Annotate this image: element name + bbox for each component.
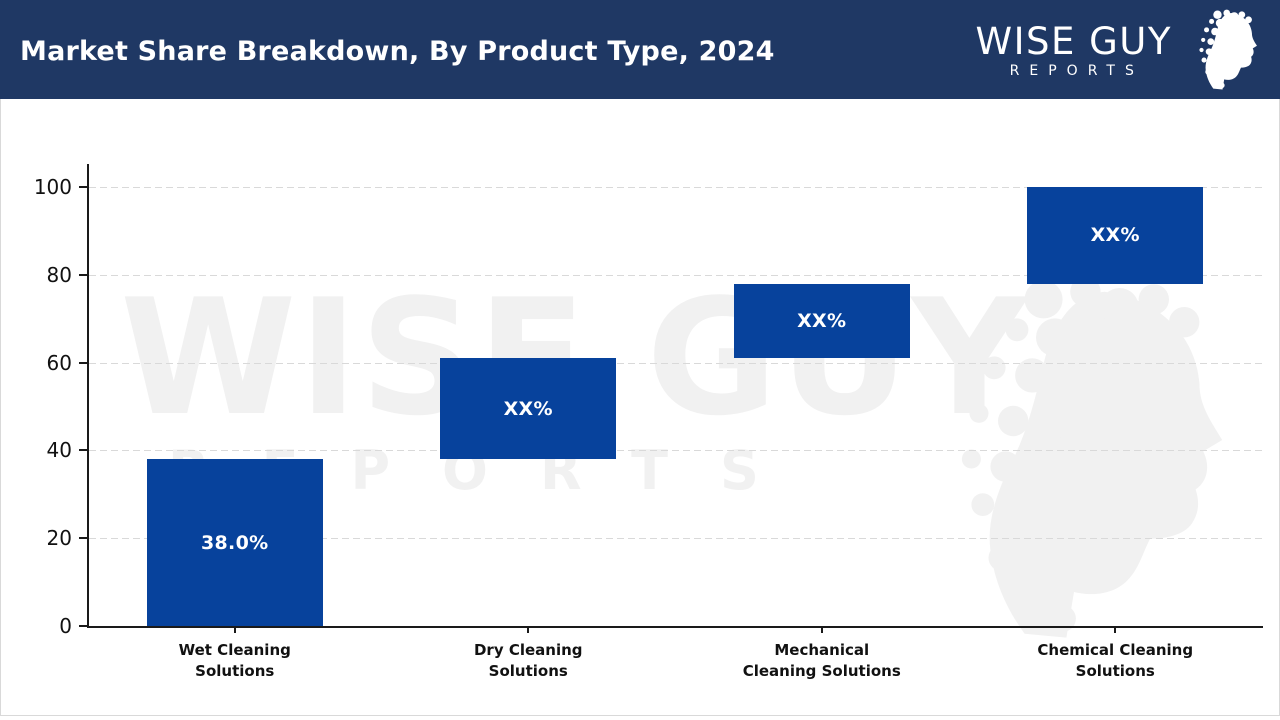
gridline [89, 274, 1262, 276]
y-tick-label: 0 [59, 614, 72, 638]
page-bottom-border [0, 715, 1280, 716]
x-tick-mark [820, 628, 823, 633]
x-category-label: Wet Cleaning Solutions [178, 641, 291, 680]
y-tick-label: 20 [46, 526, 72, 551]
y-tick-mark [79, 537, 87, 540]
chart-title: Market Share Breakdown, By Product Type,… [20, 36, 775, 67]
gridline [89, 450, 1262, 452]
head-silhouette-logo-icon [1199, 9, 1257, 90]
x-axis-spine [87, 626, 1263, 628]
bar-segment: XX% [1027, 187, 1204, 284]
y-tick-mark [79, 273, 87, 276]
y-tick-label: 100 [33, 175, 72, 199]
bar-value-label: XX% [1090, 224, 1140, 247]
y-tick-label: 80 [46, 262, 72, 287]
y-axis-spine [87, 164, 89, 628]
x-tick-mark [1114, 628, 1117, 633]
x-category-label: Chemical Cleaning Solutions [1037, 641, 1194, 680]
brand-name: WISE GUY [975, 19, 1172, 63]
brand-subtitle: REPORTS [1009, 62, 1144, 79]
y-tick-mark [79, 361, 87, 364]
bar-value-label: XX% [503, 397, 553, 420]
y-tick-label: 40 [46, 438, 72, 463]
header: Market Share Breakdown, By Product Type,… [0, 0, 1280, 99]
x-tick-mark [527, 628, 530, 633]
y-tick-mark [79, 449, 87, 452]
y-tick-label: 60 [46, 350, 72, 375]
brand-logo-text: WISE GUY REPORTS [975, 19, 1172, 79]
bar-segment: XX% [733, 283, 910, 359]
gridline [89, 187, 1262, 188]
chart-area: 0 20 40 60 80 100 38.0% Wet Cleaning Solutions X… [0, 99, 1280, 720]
x-category-label: Mechanical Cleaning Solutions [742, 641, 901, 680]
bar-value-label: XX% [797, 309, 847, 332]
bar-segment: 38.0% [146, 459, 323, 626]
x-category-label: Dry Cleaning Solutions [473, 641, 583, 680]
brand-logo: WISE GUY REPORTS [976, 8, 1264, 92]
page-left-border [0, 99, 1, 716]
watermark-head-icon [961, 276, 1223, 638]
gridline [89, 538, 1262, 540]
bar-value-label: 38.0% [201, 531, 269, 554]
y-tick-mark [79, 625, 87, 627]
bar-segment: XX% [440, 358, 617, 460]
x-tick-mark [233, 628, 236, 633]
y-tick-mark [79, 186, 87, 188]
gridline [89, 362, 1262, 364]
